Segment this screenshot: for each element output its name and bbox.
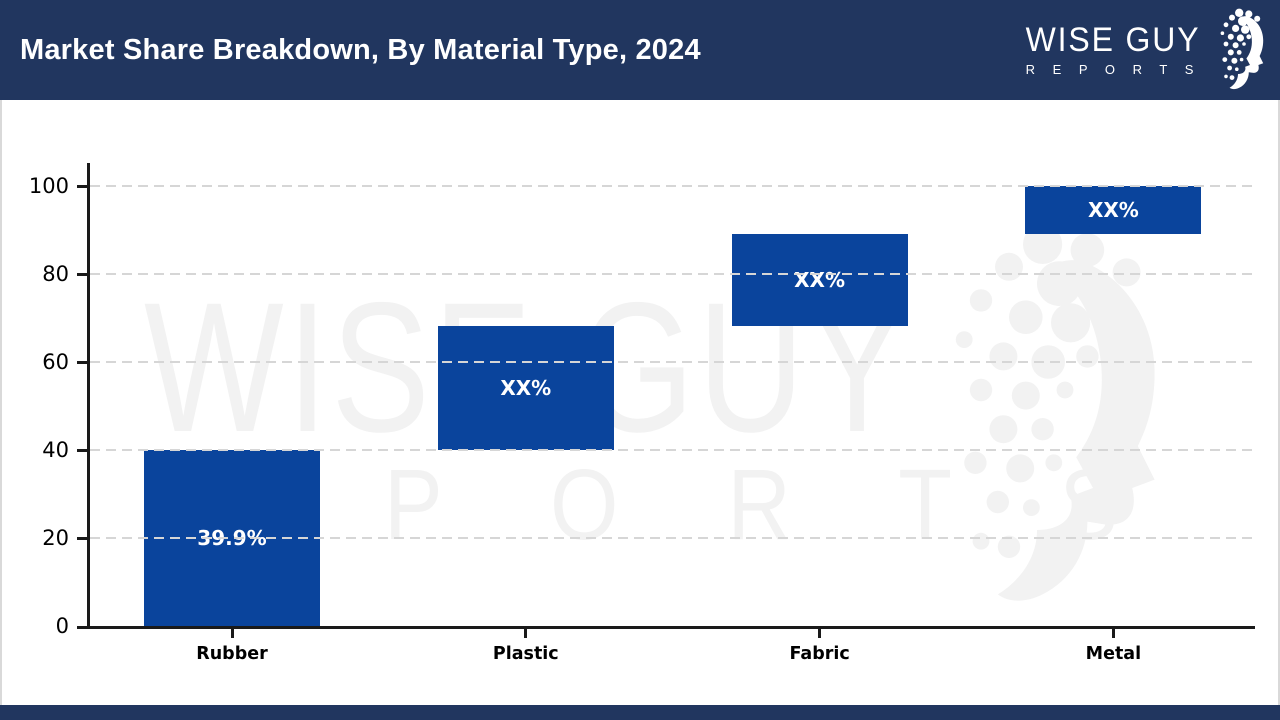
y-tick-20 xyxy=(77,536,87,540)
gridline-60 xyxy=(90,360,1255,363)
y-tick-label-100: 100 xyxy=(28,173,69,198)
x-label-rubber: Rubber xyxy=(196,644,268,664)
y-tick-label-40: 40 xyxy=(42,437,69,462)
bar-value-label: XX% xyxy=(794,268,846,293)
y-tick-80 xyxy=(77,272,87,276)
watermark-face-icon xyxy=(955,224,1155,601)
x-label-plastic: Plastic xyxy=(492,644,559,664)
y-tick-label-20: 20 xyxy=(42,525,69,550)
page-title: Market Share Breakdown, By Material Type… xyxy=(20,33,701,66)
y-tick-60 xyxy=(77,360,87,364)
y-tick-label-60: 60 xyxy=(42,349,69,374)
x-tick-metal xyxy=(1111,629,1115,638)
x-label-fabric: Fabric xyxy=(789,644,850,664)
gridline-100 xyxy=(90,184,1255,187)
chart-canvas: WISE GUY P O R T S 39.9% XX% XX% XX% 0 20 40 60… xyxy=(0,100,1280,705)
y-tick-100 xyxy=(77,184,87,188)
gridline-20 xyxy=(90,536,1255,539)
logo-subtitle: R E P O R T S xyxy=(1025,61,1201,77)
y-tick-0 xyxy=(77,626,87,629)
bar-fabric: XX% xyxy=(731,233,908,327)
x-tick-fabric xyxy=(818,629,822,638)
y-tick-label-0: 0 xyxy=(55,614,69,638)
gridline-80 xyxy=(90,272,1255,275)
wise-guy-logo: WISE GUY R E P O R T S xyxy=(1020,6,1268,94)
bar-metal: XX% xyxy=(1025,185,1202,234)
x-tick-plastic xyxy=(524,629,528,638)
x-label-metal: Metal xyxy=(1085,644,1142,664)
bar-value-label: XX% xyxy=(500,376,552,401)
y-tick-label-80: 80 xyxy=(42,261,69,286)
y-tick-40 xyxy=(77,448,87,452)
logo-face-icon xyxy=(1220,8,1264,90)
bar-plastic: XX% xyxy=(437,326,614,451)
logo-wordmark: WISE GUY xyxy=(1025,21,1201,60)
header-bar: Market Share Breakdown, By Material Type… xyxy=(0,0,1280,100)
gridline-40 xyxy=(90,448,1255,451)
bar-value-label: XX% xyxy=(1087,197,1139,222)
y-axis-line xyxy=(87,163,90,629)
x-tick-rubber xyxy=(230,629,234,638)
x-axis-line xyxy=(87,626,1255,629)
footer-bar xyxy=(0,705,1280,720)
